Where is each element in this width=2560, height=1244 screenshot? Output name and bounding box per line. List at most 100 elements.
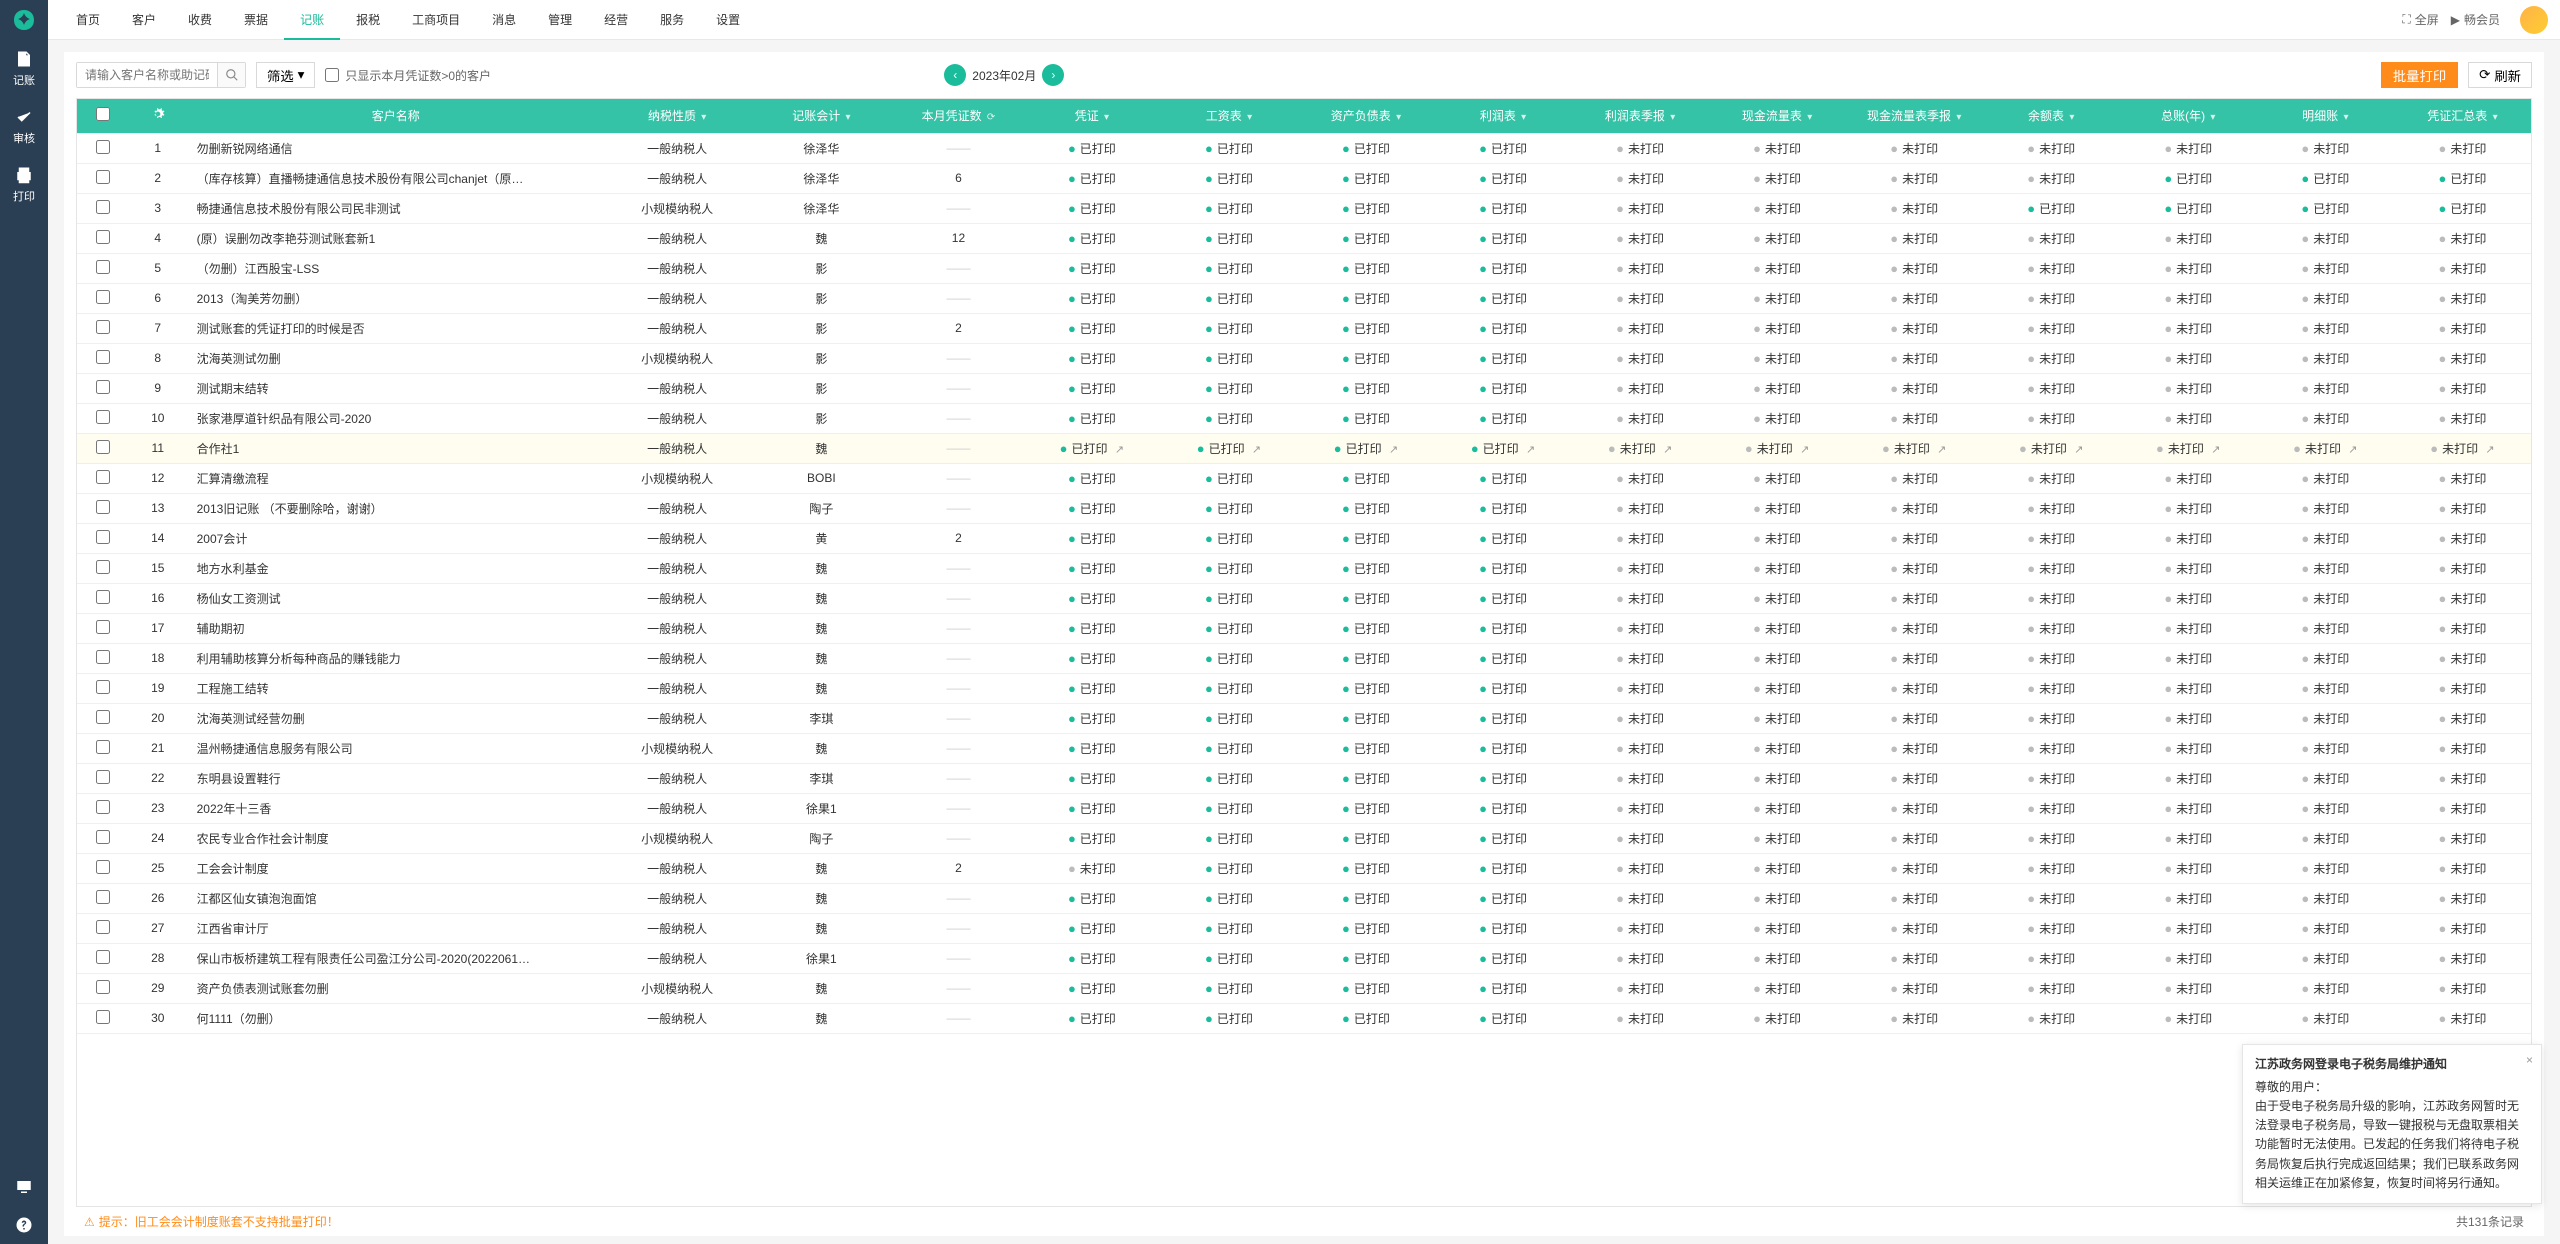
status-cell[interactable]: ●已打印 — [1435, 283, 1572, 313]
status-cell[interactable]: ●已打印 — [1297, 313, 1434, 343]
status-cell[interactable]: ●未打印 — [1846, 823, 1983, 853]
status-cell[interactable]: ●未打印 — [1983, 493, 2120, 523]
status-cell[interactable]: ●未打印 — [1983, 703, 2120, 733]
status-cell[interactable]: ●未打印 — [2394, 1003, 2531, 1033]
table-row[interactable]: 29 资产负债表测试账套勿删 小规模纳税人 魏 —— ●已打印●已打印●已打印●… — [77, 973, 2531, 1003]
status-cell[interactable]: ●未打印 — [2257, 1003, 2394, 1033]
row-checkbox[interactable] — [77, 193, 129, 223]
status-cell[interactable]: ●未打印 — [1846, 253, 1983, 283]
col-header[interactable]: 工资表 ▾ — [1160, 99, 1297, 133]
row-checkbox[interactable] — [77, 253, 129, 283]
status-cell[interactable]: ●已打印 — [1023, 823, 1160, 853]
status-cell[interactable]: ●已打印 — [1023, 133, 1160, 163]
table-row[interactable]: 10 张家港厚道针织品有限公司-2020 一般纳税人 影 —— ●已打印●已打印… — [77, 403, 2531, 433]
status-cell[interactable]: ●已打印 — [1297, 613, 1434, 643]
status-cell[interactable]: ●未打印 — [1983, 1003, 2120, 1033]
status-cell[interactable]: ●已打印 — [1297, 913, 1434, 943]
status-cell[interactable]: ●未打印 — [2257, 133, 2394, 163]
status-cell[interactable]: ●未打印 — [1572, 1003, 1709, 1033]
nav-工商项目[interactable]: 工商项目 — [396, 0, 476, 40]
status-cell[interactable]: ●未打印 — [1709, 133, 1846, 163]
status-cell[interactable]: ●未打印 — [1846, 343, 1983, 373]
status-cell[interactable]: ●未打印 — [2120, 673, 2257, 703]
status-cell[interactable]: ●未打印 — [1846, 643, 1983, 673]
status-cell[interactable]: ●已打印 — [1160, 613, 1297, 643]
status-cell[interactable]: ●未打印 — [1846, 883, 1983, 913]
status-cell[interactable]: ●已打印 — [1435, 463, 1572, 493]
status-cell[interactable]: ●已打印 — [1435, 703, 1572, 733]
table-row[interactable]: 5 （勿删）江西股宝-LSS 一般纳税人 影 —— ●已打印●已打印●已打印●已… — [77, 253, 2531, 283]
row-checkbox[interactable] — [77, 613, 129, 643]
status-cell[interactable]: ●未打印 — [1572, 523, 1709, 553]
status-cell[interactable]: ●已打印 — [1023, 643, 1160, 673]
status-cell[interactable]: ●未打印 — [1709, 553, 1846, 583]
status-cell[interactable]: ●未打印 ↗ — [2257, 433, 2394, 463]
status-cell[interactable]: ●未打印 — [1709, 763, 1846, 793]
status-cell[interactable]: ●未打印 — [1846, 673, 1983, 703]
status-cell[interactable]: ●未打印 — [1572, 223, 1709, 253]
table-row[interactable]: 26 江都区仙女镇泡泡面馆 一般纳税人 魏 —— ●已打印●已打印●已打印●已打… — [77, 883, 2531, 913]
customer-name[interactable]: 沈海英测试勿删 — [187, 343, 605, 373]
nav-服务[interactable]: 服务 — [644, 0, 700, 40]
customer-name[interactable]: 地方水利基金 — [187, 553, 605, 583]
status-cell[interactable]: ●未打印 ↗ — [1983, 433, 2120, 463]
status-cell[interactable]: ●已打印 ↗ — [1160, 433, 1297, 463]
col-header[interactable]: 余额表 ▾ — [1983, 99, 2120, 133]
status-cell[interactable]: ●已打印 — [1023, 703, 1160, 733]
status-cell[interactable]: ●未打印 — [1709, 853, 1846, 883]
status-cell[interactable]: ●未打印 — [2120, 313, 2257, 343]
row-checkbox[interactable] — [77, 523, 129, 553]
status-cell[interactable]: ●未打印 — [2120, 643, 2257, 673]
table-row[interactable]: 11 合作社1 一般纳税人 魏 —— ●已打印 ↗●已打印 ↗●已打印 ↗●已打… — [77, 433, 2531, 463]
status-cell[interactable]: ●未打印 — [1846, 613, 1983, 643]
status-cell[interactable]: ●未打印 — [2394, 673, 2531, 703]
status-cell[interactable]: ●已打印 — [1435, 403, 1572, 433]
status-cell[interactable]: ●未打印 — [1572, 973, 1709, 1003]
status-cell[interactable]: ●未打印 — [2394, 913, 2531, 943]
sidebar-item-print[interactable]: 打印 — [13, 156, 35, 214]
status-cell[interactable]: ●未打印 — [2394, 253, 2531, 283]
sidebar-monitor-icon[interactable] — [0, 1168, 48, 1206]
status-cell[interactable]: ●已打印 — [1435, 1003, 1572, 1033]
status-cell[interactable]: ●已打印 — [1160, 193, 1297, 223]
status-cell[interactable]: ●未打印 — [1983, 913, 2120, 943]
status-cell[interactable]: ●未打印 — [2120, 343, 2257, 373]
status-cell[interactable]: ●未打印 — [1983, 133, 2120, 163]
status-cell[interactable]: ●未打印 — [2120, 283, 2257, 313]
customer-name[interactable]: （库存核算）直播畅捷通信息技术股份有限公司chanjet（原… — [187, 163, 605, 193]
status-cell[interactable]: ●未打印 — [1709, 943, 1846, 973]
status-cell[interactable]: ●已打印 — [1160, 883, 1297, 913]
status-cell[interactable]: ●已打印 — [1160, 1003, 1297, 1033]
status-cell[interactable]: ●未打印 — [1572, 853, 1709, 883]
status-cell[interactable]: ●已打印 — [1435, 613, 1572, 643]
status-cell[interactable]: ●未打印 — [1846, 463, 1983, 493]
row-checkbox[interactable] — [77, 853, 129, 883]
status-cell[interactable]: ●未打印 — [1572, 883, 1709, 913]
status-cell[interactable]: ●未打印 — [1572, 763, 1709, 793]
status-cell[interactable]: ●未打印 — [2257, 283, 2394, 313]
nav-收费[interactable]: 收费 — [172, 0, 228, 40]
status-cell[interactable]: ●未打印 — [1572, 673, 1709, 703]
status-cell[interactable]: ●未打印 — [2257, 943, 2394, 973]
status-cell[interactable]: ●已打印 — [1297, 673, 1434, 703]
status-cell[interactable]: ●已打印 — [1297, 163, 1434, 193]
row-checkbox[interactable] — [77, 793, 129, 823]
customer-name[interactable]: (原）误删勿改李艳芬测试账套新1 — [187, 223, 605, 253]
status-cell[interactable]: ●已打印 — [1297, 583, 1434, 613]
row-checkbox[interactable] — [77, 823, 129, 853]
status-cell[interactable]: ●未打印 — [2394, 343, 2531, 373]
status-cell[interactable]: ●已打印 — [1297, 733, 1434, 763]
status-cell[interactable]: ●已打印 — [1297, 763, 1434, 793]
status-cell[interactable]: ●已打印 — [1160, 373, 1297, 403]
row-checkbox[interactable] — [77, 313, 129, 343]
status-cell[interactable]: ●未打印 — [1709, 613, 1846, 643]
table-row[interactable]: 23 2022年十三香 一般纳税人 徐果1 —— ●已打印●已打印●已打印●已打… — [77, 793, 2531, 823]
table-row[interactable]: 13 2013旧记账 （不要删除哈，谢谢） 一般纳税人 陶子 —— ●已打印●已… — [77, 493, 2531, 523]
nav-客户[interactable]: 客户 — [116, 0, 172, 40]
status-cell[interactable]: ●未打印 — [2394, 823, 2531, 853]
status-cell[interactable]: ●未打印 — [1983, 673, 2120, 703]
status-cell[interactable]: ●未打印 — [1572, 193, 1709, 223]
status-cell[interactable]: ●未打印 — [2257, 253, 2394, 283]
table-row[interactable]: 22 东明县设置鞋行 一般纳税人 李琪 —— ●已打印●已打印●已打印●已打印●… — [77, 763, 2531, 793]
status-cell[interactable]: ●未打印 — [1709, 973, 1846, 1003]
